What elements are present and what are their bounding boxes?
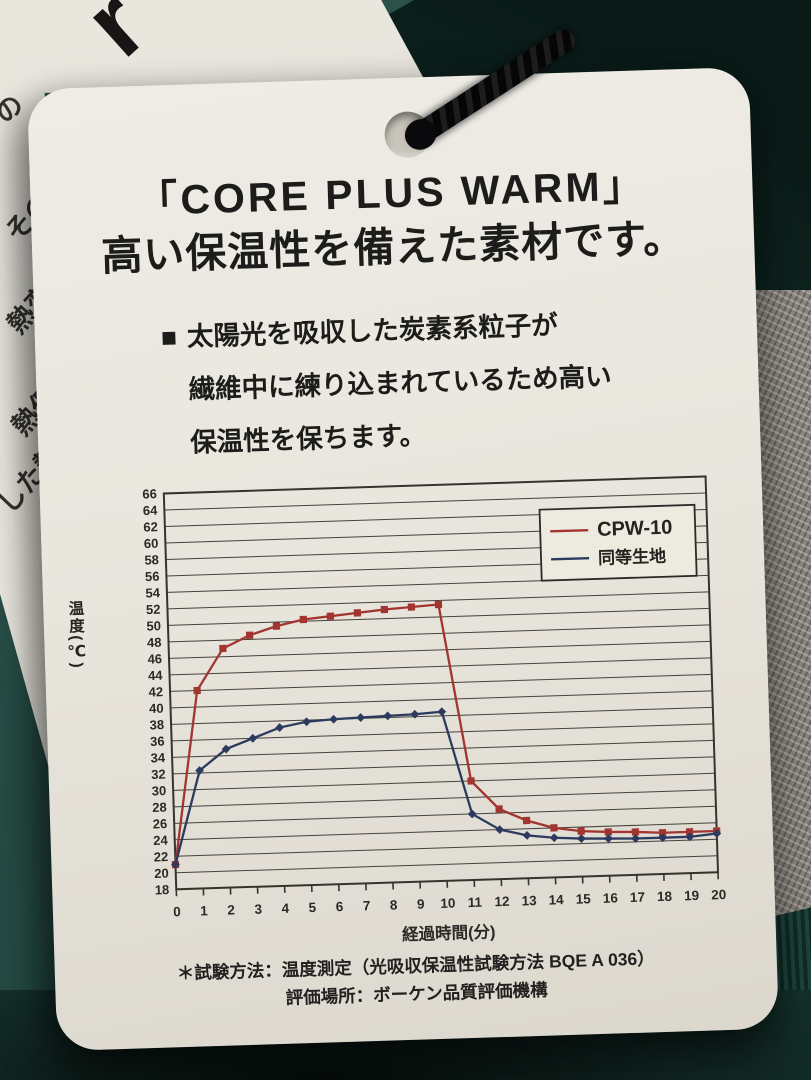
svg-text:7: 7 bbox=[363, 898, 371, 913]
svg-text:5: 5 bbox=[308, 900, 316, 915]
svg-text:50: 50 bbox=[146, 618, 161, 633]
svg-text:58: 58 bbox=[144, 552, 159, 567]
svg-text:0: 0 bbox=[173, 904, 181, 919]
series-CPW-10 bbox=[171, 600, 721, 869]
svg-text:24: 24 bbox=[153, 833, 169, 848]
svg-text:42: 42 bbox=[148, 684, 163, 699]
svg-text:46: 46 bbox=[147, 651, 162, 666]
svg-text:2: 2 bbox=[227, 902, 235, 917]
svg-text:1: 1 bbox=[200, 903, 208, 918]
legend-label: CPW-10 bbox=[597, 517, 673, 541]
svg-text:28: 28 bbox=[152, 800, 167, 815]
hang-tag: 「CORE PLUS WARM」 高い保温性を備えた素材です。 ■ 太陽光を吸収… bbox=[27, 66, 779, 1052]
svg-text:34: 34 bbox=[150, 750, 166, 765]
svg-text:15: 15 bbox=[576, 891, 592, 906]
svg-text:56: 56 bbox=[145, 569, 160, 584]
background-tag-letter: r bbox=[63, 0, 168, 78]
svg-text:13: 13 bbox=[521, 893, 537, 908]
svg-text:22: 22 bbox=[154, 849, 169, 864]
back-tag-text-fragment: の bbox=[0, 89, 30, 130]
svg-text:36: 36 bbox=[150, 734, 165, 749]
svg-text:48: 48 bbox=[147, 635, 162, 650]
svg-text:66: 66 bbox=[142, 486, 157, 501]
svg-text:20: 20 bbox=[711, 887, 726, 902]
svg-text:6: 6 bbox=[335, 899, 343, 914]
svg-text:32: 32 bbox=[151, 767, 166, 782]
svg-text:14: 14 bbox=[548, 892, 564, 907]
square-bullet-icon: ■ bbox=[160, 321, 178, 353]
series-同等生地 bbox=[171, 707, 722, 869]
svg-text:30: 30 bbox=[151, 783, 166, 798]
svg-text:44: 44 bbox=[148, 668, 164, 683]
svg-text:18: 18 bbox=[155, 882, 170, 897]
y-axis-label: 温度(℃) bbox=[66, 600, 86, 670]
svg-text:11: 11 bbox=[468, 895, 483, 910]
svg-text:62: 62 bbox=[143, 519, 158, 534]
svg-text:64: 64 bbox=[143, 503, 159, 518]
x-axis-label: 経過時間(分) bbox=[402, 921, 496, 944]
svg-text:38: 38 bbox=[149, 717, 164, 732]
axis-tick-labels: 1820222426283032343638404244464850525456… bbox=[142, 486, 726, 919]
svg-text:52: 52 bbox=[146, 602, 161, 617]
svg-text:54: 54 bbox=[145, 585, 161, 600]
svg-text:18: 18 bbox=[657, 889, 673, 904]
legend: CPW-10 同等生地 bbox=[538, 503, 698, 582]
svg-text:19: 19 bbox=[684, 888, 699, 903]
svg-text:60: 60 bbox=[144, 536, 159, 551]
svg-text:16: 16 bbox=[603, 890, 619, 905]
temperature-chart-svg: 1820222426283032343638404244464850525456… bbox=[142, 475, 726, 944]
svg-text:40: 40 bbox=[149, 701, 164, 716]
svg-text:20: 20 bbox=[154, 866, 169, 881]
svg-text:26: 26 bbox=[152, 816, 167, 831]
temperature-chart: 18 20 22 24 26 28 30 32 34 36 38 40 42 44 46 48 50 52 54 56… bbox=[105, 460, 740, 954]
legend-label: 同等生地 bbox=[598, 546, 667, 568]
tag-title: 「CORE PLUS WARM」 高い保温性を備えた素材です。 bbox=[30, 155, 755, 286]
svg-text:9: 9 bbox=[417, 896, 425, 911]
tag-description: ■ 太陽光を吸収した炭素系粒子が 繊維中に練り込まれているため高い 保温性を保ち… bbox=[160, 297, 614, 470]
svg-text:8: 8 bbox=[390, 897, 398, 912]
svg-text:3: 3 bbox=[254, 902, 262, 917]
svg-text:12: 12 bbox=[494, 894, 509, 909]
svg-text:10: 10 bbox=[440, 896, 455, 911]
svg-text:17: 17 bbox=[630, 890, 645, 905]
svg-text:4: 4 bbox=[281, 901, 289, 916]
